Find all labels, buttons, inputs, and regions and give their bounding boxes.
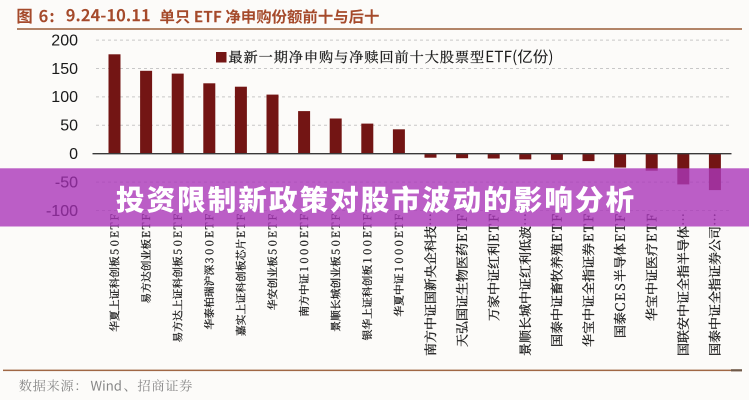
svg-text:100: 100 [51, 89, 78, 106]
svg-text:200: 200 [51, 32, 78, 49]
svg-text:-100: -100 [46, 203, 78, 220]
svg-text:-50: -50 [55, 174, 78, 191]
svg-text:150: 150 [51, 61, 78, 78]
svg-text:50: 50 [60, 118, 78, 135]
svg-text:0: 0 [69, 146, 78, 163]
